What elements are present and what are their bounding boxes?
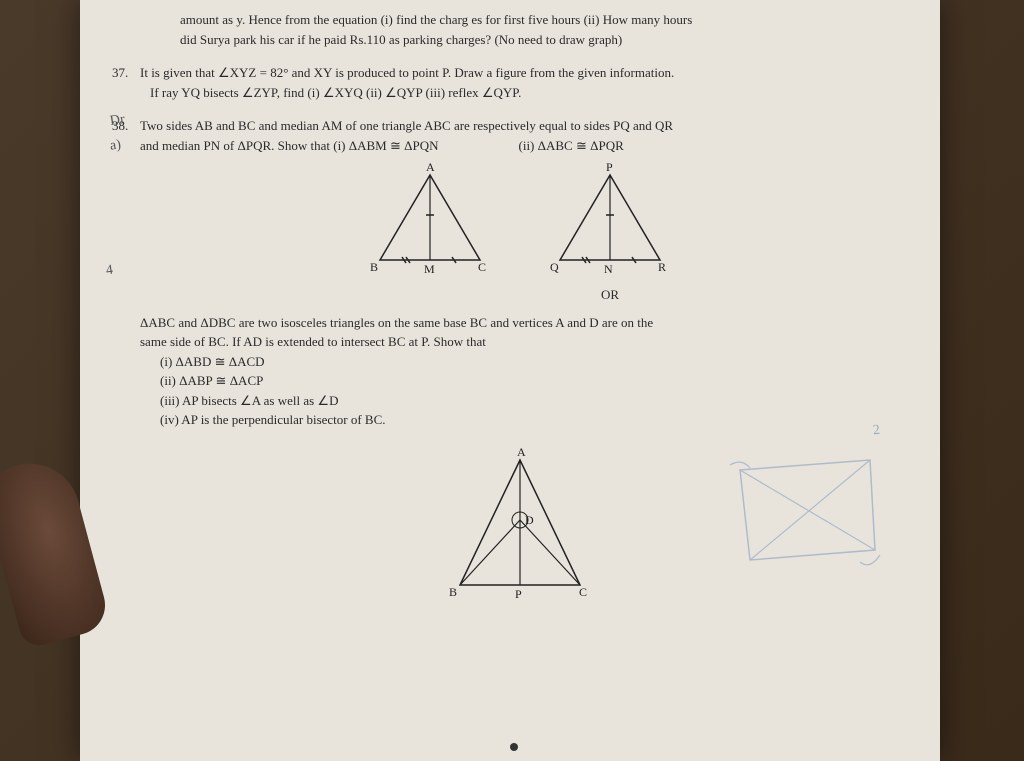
q37-line-2: If ray YQ bisects ∠ZYP, find (i) ∠XYQ (i… [150, 83, 900, 103]
fig3-label-C: C [579, 585, 587, 599]
q37-number: 37. [112, 63, 128, 83]
fig3-label-A: A [517, 445, 526, 459]
figure-row-1: A B M C P Q N R [140, 165, 900, 275]
fig3-label-D: D [525, 513, 534, 527]
fig1-label-A: A [426, 160, 435, 174]
margin-note-4: 4 [105, 260, 115, 282]
or-separator: OR [320, 285, 900, 305]
pencil-sketch [720, 440, 890, 580]
q38-sub-iii: (iii) AP bisects ∠A as well as ∠D [160, 391, 900, 411]
margin-note-a: a) [109, 134, 123, 156]
fig1-label-M: M [424, 262, 435, 276]
question-37: 37. It is given that ∠XYZ = 82° and XY i… [140, 63, 900, 102]
q38-line-1: Two sides AB and BC and median AM of one… [140, 116, 900, 136]
fig1-label-B: B [370, 260, 378, 274]
q38-sub-i: (i) ΔABD ≅ ΔACD [160, 352, 900, 372]
fig3-label-B: B [449, 585, 457, 599]
fig3-label-P: P [515, 587, 522, 601]
fig2-label-Q: Q [550, 260, 559, 274]
fig2-label-R: R [658, 260, 666, 274]
q38-number: 38. [112, 116, 128, 136]
intro-line-1: amount as y. Hence from the equation (i)… [180, 10, 900, 30]
triangle-abd-figure: A D B P C [435, 450, 605, 600]
q38-alt-line-2: same side of BC. If AD is extended to in… [140, 332, 900, 352]
q38-sub-ii: (ii) ΔABP ≅ ΔACP [160, 371, 900, 391]
q38-line-2b: (ii) ΔABC ≅ ΔPQR [519, 136, 624, 156]
q38-alt-line-1: ΔABC and ΔDBC are two isosceles triangle… [140, 313, 900, 333]
fig1-label-C: C [478, 260, 486, 274]
fig2-label-N: N [604, 262, 613, 276]
ink-dot [510, 743, 518, 751]
triangle-pqr-figure: P Q N R [540, 165, 680, 275]
q37-line-1: It is given that ∠XYZ = 82° and XY is pr… [140, 63, 900, 83]
exam-paper: amount as y. Hence from the equation (i)… [80, 0, 940, 761]
intro-line-2: did Surya park his car if he paid Rs.110… [180, 30, 900, 50]
triangle-abc-figure: A B M C [360, 165, 500, 275]
q38-sub-iv: (iv) AP is the perpendicular bisector of… [160, 410, 900, 430]
intro-question-fragment: amount as y. Hence from the equation (i)… [180, 10, 900, 49]
fig2-label-P: P [606, 160, 613, 174]
q38-line-2a: and median PN of ΔPQR. Show that (i) ΔAB… [140, 136, 439, 156]
